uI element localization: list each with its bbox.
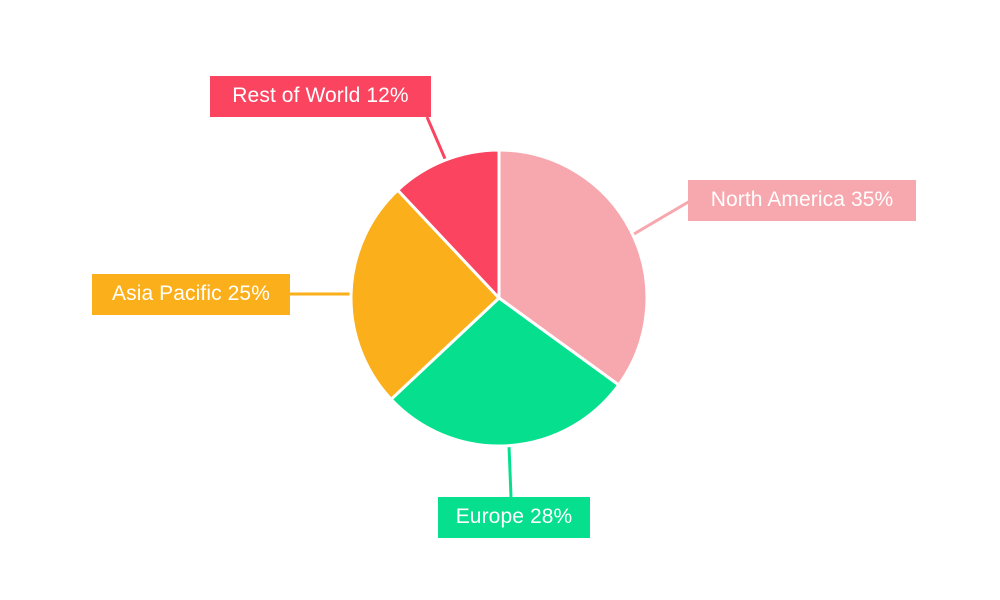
pie-slice-asia-pacific[interactable] [349, 188, 501, 401]
pie-slice-rest-of-world[interactable] [396, 148, 501, 300]
pie-label-rest-of-world: Rest of World 12% [210, 76, 431, 117]
pie-slice-europe[interactable] [389, 296, 621, 448]
leader-lines-group [289, 116, 691, 498]
leader-line-europe [507, 445, 513, 498]
pie-label-north-america: North America 35% [688, 180, 916, 221]
pie-label-europe: Europe 28% [438, 497, 590, 538]
pie-slices-group [349, 148, 649, 448]
leader-line-north-america [633, 199, 691, 236]
leader-line-rest-of-world [425, 116, 448, 162]
pie-slice-north-america[interactable] [497, 148, 649, 387]
pie-label-asia-pacific: Asia Pacific 25% [92, 274, 290, 315]
